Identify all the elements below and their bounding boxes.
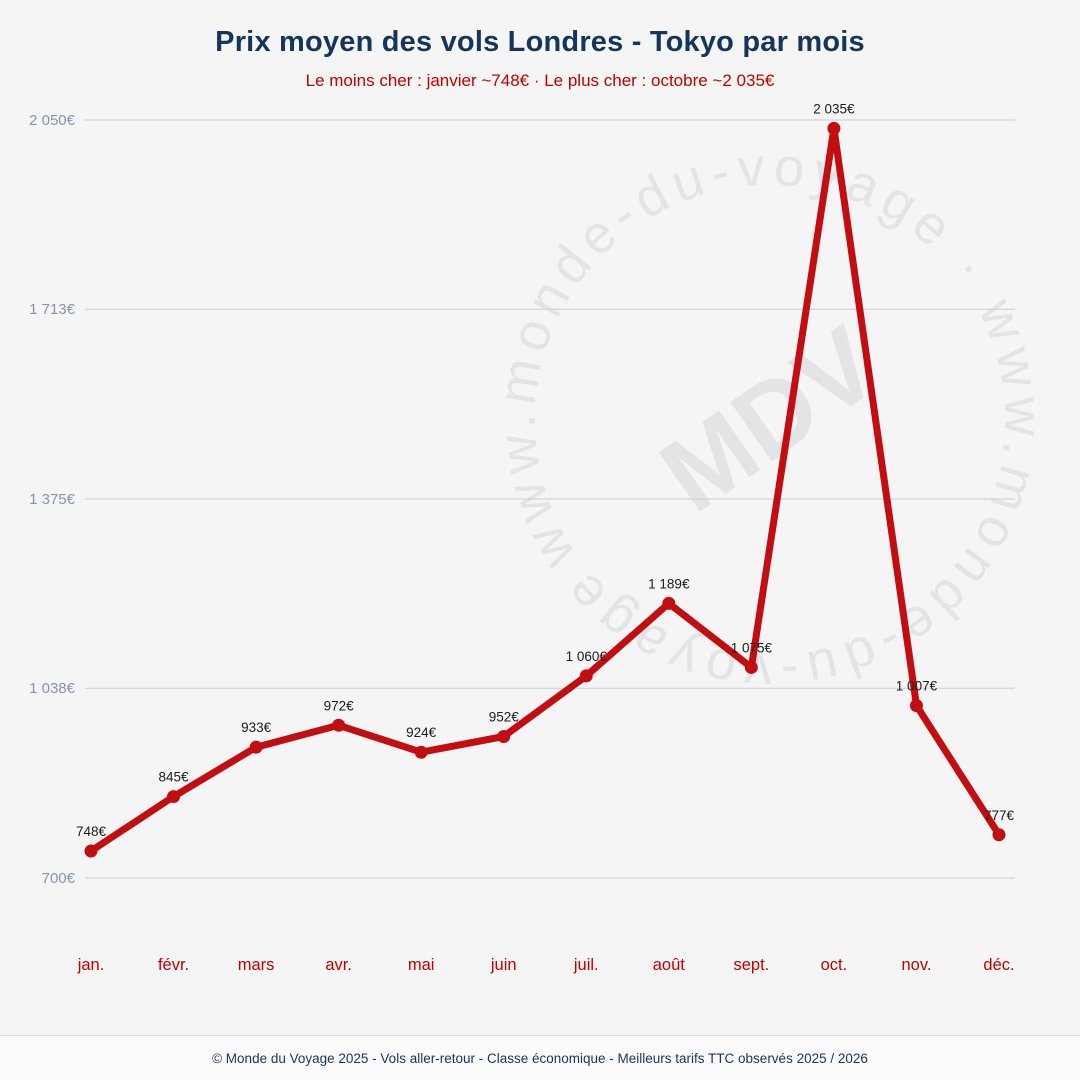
data-point-label: 972€ xyxy=(324,698,355,713)
data-point-label: 924€ xyxy=(406,725,437,740)
x-tick-label: oct. xyxy=(821,956,848,974)
watermark: www.monde-du-voyage · www.monde-du-voyag… xyxy=(0,0,1080,1036)
x-tick-label: sept. xyxy=(733,956,769,974)
y-tick-label: 1 038€ xyxy=(29,680,76,697)
data-point xyxy=(744,660,758,674)
data-point-label: 845€ xyxy=(159,770,190,785)
x-tick-label: mars xyxy=(238,956,275,974)
data-point-label: 1 189€ xyxy=(648,576,690,591)
x-tick-label: févr. xyxy=(158,956,189,974)
footer-text: © Monde du Voyage 2025 - Vols aller-reto… xyxy=(212,1050,868,1066)
data-point-label: 777€ xyxy=(984,808,1015,823)
data-point xyxy=(332,718,346,732)
data-point xyxy=(414,745,428,759)
price-line-chart: www.monde-du-voyage · www.monde-du-voyag… xyxy=(0,0,1080,1036)
data-point xyxy=(497,730,511,744)
watermark-center-text: MDV xyxy=(641,305,899,535)
x-tick-label: déc. xyxy=(983,956,1014,974)
data-point xyxy=(579,669,593,683)
data-point-label: 1 075€ xyxy=(731,640,773,655)
page-title: Prix moyen des vols Londres - Tokyo par … xyxy=(215,26,865,58)
data-point xyxy=(909,699,923,713)
data-point-label: 952€ xyxy=(489,710,520,725)
footer-bar: © Monde du Voyage 2025 - Vols aller-reto… xyxy=(0,1035,1080,1080)
data-point-label: 748€ xyxy=(76,824,107,839)
data-point xyxy=(249,740,263,754)
data-point-label: 1 060€ xyxy=(566,649,608,664)
data-point xyxy=(662,596,676,610)
chart-subtitle: Le moins cher : janvier ~748€ · Le plus … xyxy=(305,71,775,90)
y-tick-label: 700€ xyxy=(42,870,76,887)
data-point-label: 2 035€ xyxy=(813,101,855,116)
data-point xyxy=(827,121,841,135)
y-tick-label: 1 375€ xyxy=(29,491,76,508)
x-tick-label: mai xyxy=(408,956,435,974)
x-tick-label: nov. xyxy=(901,956,931,974)
data-point xyxy=(167,790,181,804)
x-tick-label: août xyxy=(653,956,686,974)
x-tick-label: juil. xyxy=(573,956,599,974)
x-tick-label: juin xyxy=(490,956,517,974)
x-tick-label: jan. xyxy=(77,956,105,974)
data-point xyxy=(84,844,98,858)
price-line xyxy=(87,124,1003,855)
x-tick-label: avr. xyxy=(325,956,352,974)
data-point-label: 1 007€ xyxy=(896,679,938,694)
y-tick-label: 2 050€ xyxy=(29,112,76,129)
data-point-label: 933€ xyxy=(241,720,272,735)
watermark-circle-text: www.monde-du-voyage · www.monde-du-voyag… xyxy=(0,0,1080,1036)
y-tick-label: 1 713€ xyxy=(29,301,76,318)
data-point xyxy=(992,828,1006,842)
